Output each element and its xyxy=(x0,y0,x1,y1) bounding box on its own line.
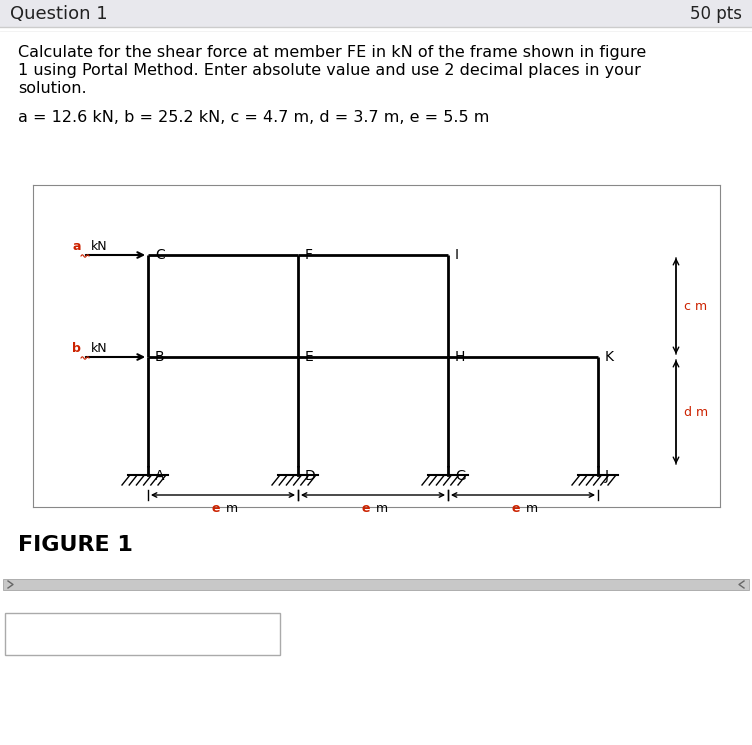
Text: solution.: solution. xyxy=(18,81,86,96)
Text: J: J xyxy=(605,469,609,483)
Bar xyxy=(5,613,280,655)
Text: I: I xyxy=(455,248,459,262)
Text: m: m xyxy=(376,502,388,515)
Text: E: E xyxy=(305,350,314,364)
Text: A: A xyxy=(155,469,165,483)
Text: 50 pts: 50 pts xyxy=(690,5,742,23)
Text: a: a xyxy=(72,240,81,253)
Text: D: D xyxy=(305,469,316,483)
Text: Question 1: Question 1 xyxy=(10,5,108,23)
Text: d m: d m xyxy=(684,405,708,419)
Text: e: e xyxy=(211,502,220,515)
Text: B: B xyxy=(155,350,165,364)
Text: c m: c m xyxy=(684,299,707,312)
Text: b: b xyxy=(72,342,81,355)
Text: G: G xyxy=(455,469,465,483)
Text: Calculate for the shear force at member FE in kN of the frame shown in figure: Calculate for the shear force at member … xyxy=(18,45,646,60)
Text: H: H xyxy=(455,350,465,364)
Text: a = 12.6 kN, b = 25.2 kN, c = 4.7 m, d = 3.7 m, e = 5.5 m: a = 12.6 kN, b = 25.2 kN, c = 4.7 m, d =… xyxy=(18,110,490,125)
Text: C: C xyxy=(155,248,165,262)
Text: m: m xyxy=(526,502,538,515)
Bar xyxy=(3,579,749,590)
Text: kN: kN xyxy=(91,240,108,253)
Text: F: F xyxy=(305,248,313,262)
Text: kN: kN xyxy=(91,342,108,355)
Text: K: K xyxy=(605,350,614,364)
Bar xyxy=(0,0,752,27)
Text: m: m xyxy=(226,502,238,515)
Text: FIGURE 1: FIGURE 1 xyxy=(18,535,133,555)
Text: 1 using Portal Method. Enter absolute value and use 2 decimal places in your: 1 using Portal Method. Enter absolute va… xyxy=(18,63,641,78)
Text: e: e xyxy=(362,502,370,515)
Text: e: e xyxy=(511,502,520,515)
